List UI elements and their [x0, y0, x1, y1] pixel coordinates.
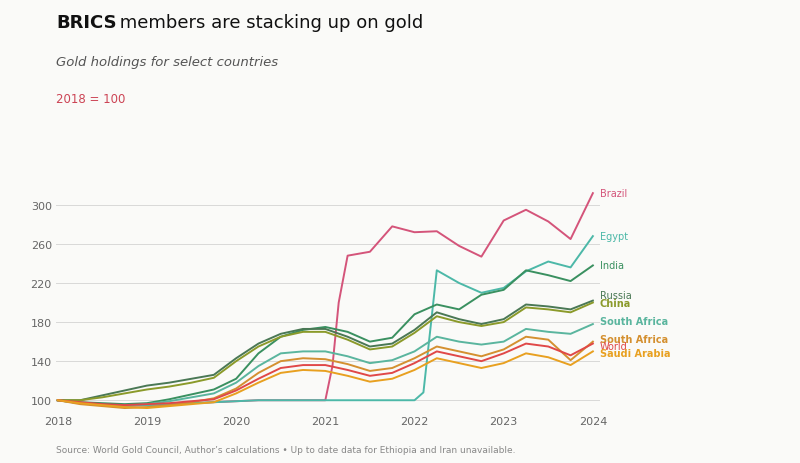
Text: Source: World Gold Council, Author’s calculations • Up to date data for Ethiopia: Source: World Gold Council, Author’s cal…	[56, 445, 515, 454]
Text: 2018 = 100: 2018 = 100	[56, 93, 126, 106]
Text: Saudi Arabia: Saudi Arabia	[600, 349, 670, 358]
Text: BRICS: BRICS	[56, 14, 117, 32]
Text: South Africa: South Africa	[600, 334, 668, 344]
Text: India: India	[600, 261, 624, 271]
Text: Gold holdings for select countries: Gold holdings for select countries	[56, 56, 278, 69]
Text: South Africa: South Africa	[600, 316, 668, 326]
Text: China: China	[600, 298, 631, 308]
Text: World: World	[600, 341, 628, 351]
Text: members are stacking up on gold: members are stacking up on gold	[114, 14, 423, 32]
Text: Russia: Russia	[600, 290, 632, 300]
Text: Egypt: Egypt	[600, 232, 628, 242]
Text: Brazil: Brazil	[600, 189, 627, 199]
